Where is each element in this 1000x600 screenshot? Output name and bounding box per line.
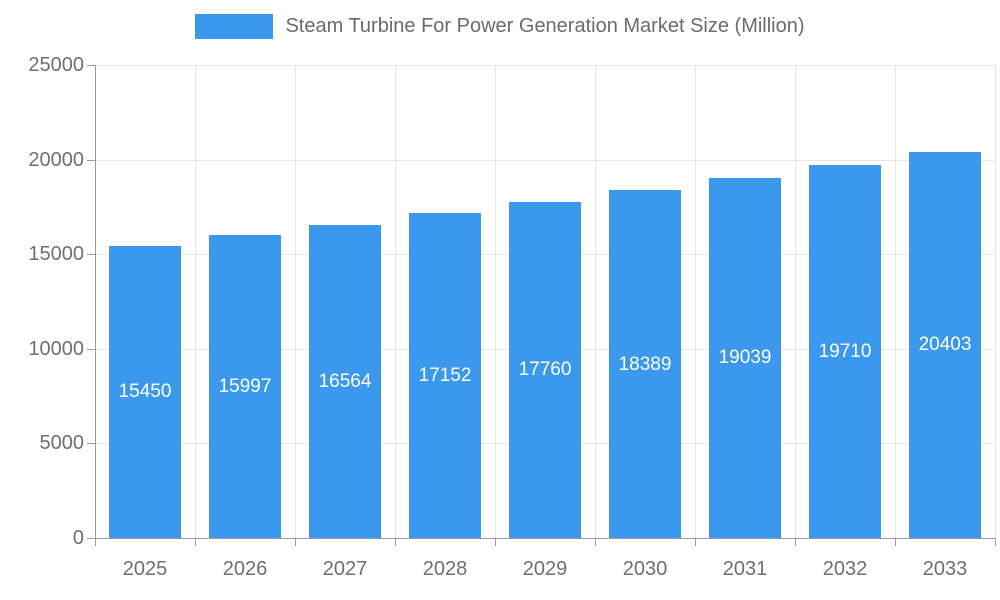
bar-value-label: 18389 (618, 353, 672, 375)
bar-value-label: 16564 (318, 370, 372, 392)
bar-2027[interactable]: 16564 (309, 224, 381, 538)
bar-value-label: 19710 (818, 341, 872, 363)
legend[interactable]: Steam Turbine For Power Generation Marke… (0, 14, 1000, 39)
y-tick (87, 65, 95, 66)
legend-label: Steam Turbine For Power Generation Marke… (285, 15, 805, 37)
x-gridline (795, 65, 796, 538)
bar-value-label: 15450 (118, 381, 172, 403)
plot-area: 15450 15997 16564 17152 17760 18389 19039 19710… (95, 65, 996, 538)
bar-2026[interactable]: 15997 (209, 235, 281, 538)
x-tick-label: 2029 (522, 558, 568, 580)
x-tick (995, 538, 996, 546)
y-tick-label: 25000 (28, 54, 84, 76)
x-tick (195, 538, 196, 546)
y-tick (87, 254, 95, 256)
x-tick-label: 2028 (422, 558, 468, 580)
x-gridline (695, 65, 696, 538)
bar-2031[interactable]: 19039 (709, 177, 781, 538)
y-tick (87, 538, 95, 539)
y-axis-line (95, 65, 96, 538)
y-gridline (95, 159, 995, 161)
y-tick (87, 443, 95, 445)
x-gridline (495, 65, 496, 538)
x-tick (495, 538, 496, 546)
bar-value-label: 15997 (218, 376, 272, 398)
y-tick-label: 10000 (28, 337, 84, 360)
x-gridline (595, 65, 596, 538)
x-gridline (995, 65, 996, 538)
x-gridline (895, 65, 896, 538)
y-tick-label: 15000 (28, 243, 84, 266)
bar-value-label: 17152 (418, 365, 472, 387)
legend-swatch[interactable] (195, 14, 274, 39)
bar-value-label: 20403 (918, 334, 972, 356)
y-gridline (95, 65, 995, 66)
x-gridline (295, 65, 296, 538)
bar-2033[interactable]: 20403 (909, 151, 981, 538)
bar-value-label: 17760 (518, 359, 572, 381)
x-tick (95, 538, 96, 546)
x-tick-label: 2027 (322, 558, 368, 580)
bar-2030[interactable]: 18389 (609, 190, 681, 538)
x-tick (795, 538, 796, 546)
x-tick-label: 2025 (122, 558, 168, 580)
x-gridline (195, 65, 196, 538)
bar-2032[interactable]: 19710 (809, 165, 881, 538)
bar-value-label: 19039 (718, 347, 772, 369)
x-tick-label: 2030 (622, 558, 668, 580)
x-tick-label: 2033 (922, 558, 968, 580)
x-tick-label: 2032 (822, 558, 868, 580)
y-tick (87, 159, 95, 161)
x-tick-label: 2026 (222, 558, 268, 580)
bar-2029[interactable]: 17760 (509, 201, 581, 538)
y-tick-label: 20000 (28, 148, 84, 171)
x-tick (895, 538, 896, 546)
x-tick (395, 538, 396, 546)
x-tick (295, 538, 296, 546)
x-axis-line (95, 538, 995, 539)
y-tick (87, 348, 95, 350)
x-tick (695, 538, 696, 546)
x-tick (595, 538, 596, 546)
y-tick-label: 0 (72, 527, 84, 549)
bar-2028[interactable]: 17152 (409, 213, 481, 538)
x-gridline (395, 65, 396, 538)
y-tick-label: 5000 (39, 432, 85, 455)
bar-2025[interactable]: 15450 (109, 245, 181, 538)
x-tick-label: 2031 (722, 558, 768, 580)
